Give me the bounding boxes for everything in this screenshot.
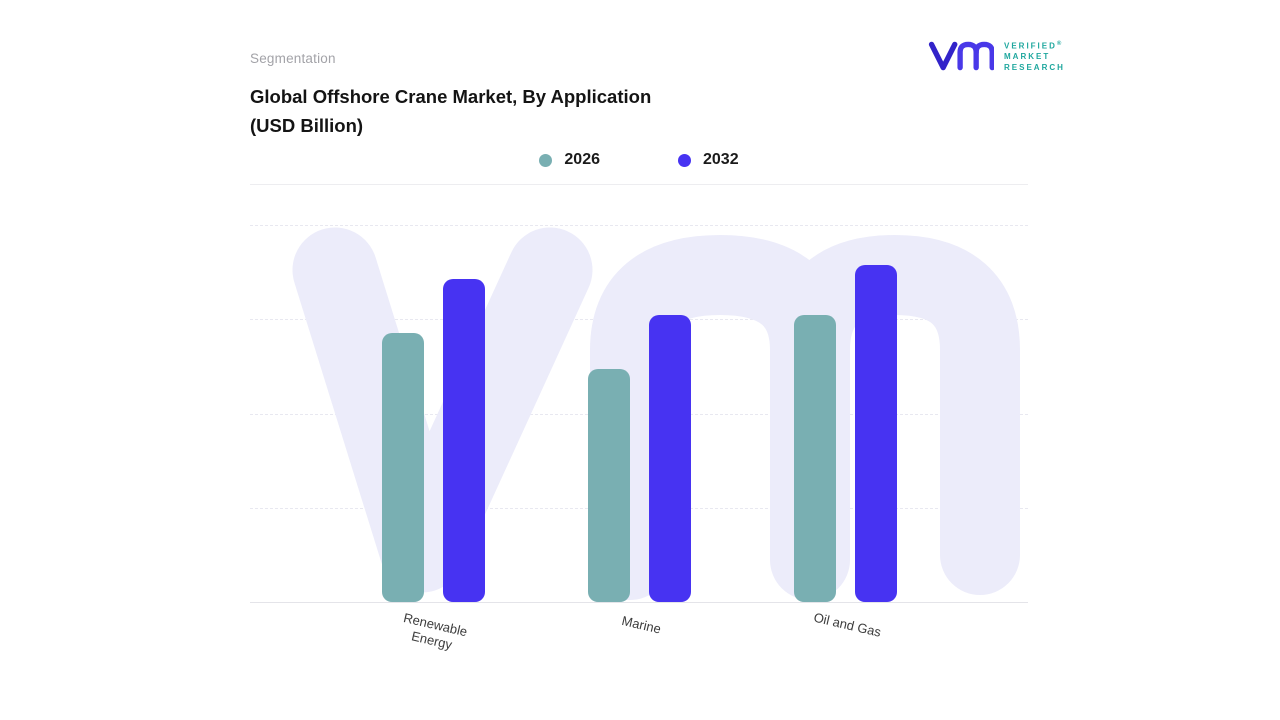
bar-2032-oil-and-gas — [854, 264, 897, 602]
chart-title-line1: Global Offshore Crane Market, By Applica… — [250, 86, 652, 107]
bar-2032-renewable-energy — [442, 278, 485, 602]
plot-area — [250, 225, 1028, 603]
eyebrow-label: Segmentation — [250, 51, 336, 66]
vmr-logo-text-line2: MARKET — [1004, 52, 1051, 62]
bar-group-renewable-energy — [381, 225, 485, 602]
x-axis-label-oil-and-gas: Oil and Gas — [811, 609, 883, 640]
bar-2026-oil-and-gas — [793, 314, 836, 602]
registered-mark: ® — [1056, 40, 1062, 47]
bar-2026-marine — [587, 368, 630, 602]
vmr-logo-text: VERIFIED® MARKET RESEARCH — [1004, 39, 1065, 74]
x-axis-label-marine: Marine — [619, 612, 662, 637]
vmr-logo: VERIFIED® MARKET RESEARCH — [928, 38, 1065, 74]
legend-item-2032: 2032 — [678, 151, 739, 169]
chart-title: Global Offshore Crane Market, By Applica… — [250, 82, 651, 140]
bar-2032-marine — [648, 314, 691, 602]
bar-2026-renewable-energy — [381, 332, 424, 602]
legend-label-2026: 2026 — [564, 151, 600, 168]
legend-dot-2032 — [678, 153, 691, 167]
vmr-logo-text-line1: VERIFIED® — [1004, 40, 1062, 51]
x-axis-labels: Renewable Energy Marine Oil and Gas — [250, 610, 1028, 653]
legend-dot-2026 — [539, 153, 553, 167]
gridline — [250, 225, 1028, 226]
header-divider — [250, 184, 1028, 185]
legend: 2026 2032 — [250, 151, 1028, 169]
vmr-logo-text-line3: RESEARCH — [1004, 63, 1065, 73]
bar-group-marine — [587, 225, 691, 602]
legend-label-2032: 2032 — [703, 151, 739, 168]
chart-title-line2: (USD Billion) — [250, 115, 364, 136]
legend-item-2026: 2026 — [539, 151, 600, 169]
bar-group-oil-and-gas — [793, 225, 897, 602]
vmr-logo-mark-icon — [928, 41, 994, 71]
x-axis-label-renewable-energy: Renewable Energy — [401, 610, 469, 653]
